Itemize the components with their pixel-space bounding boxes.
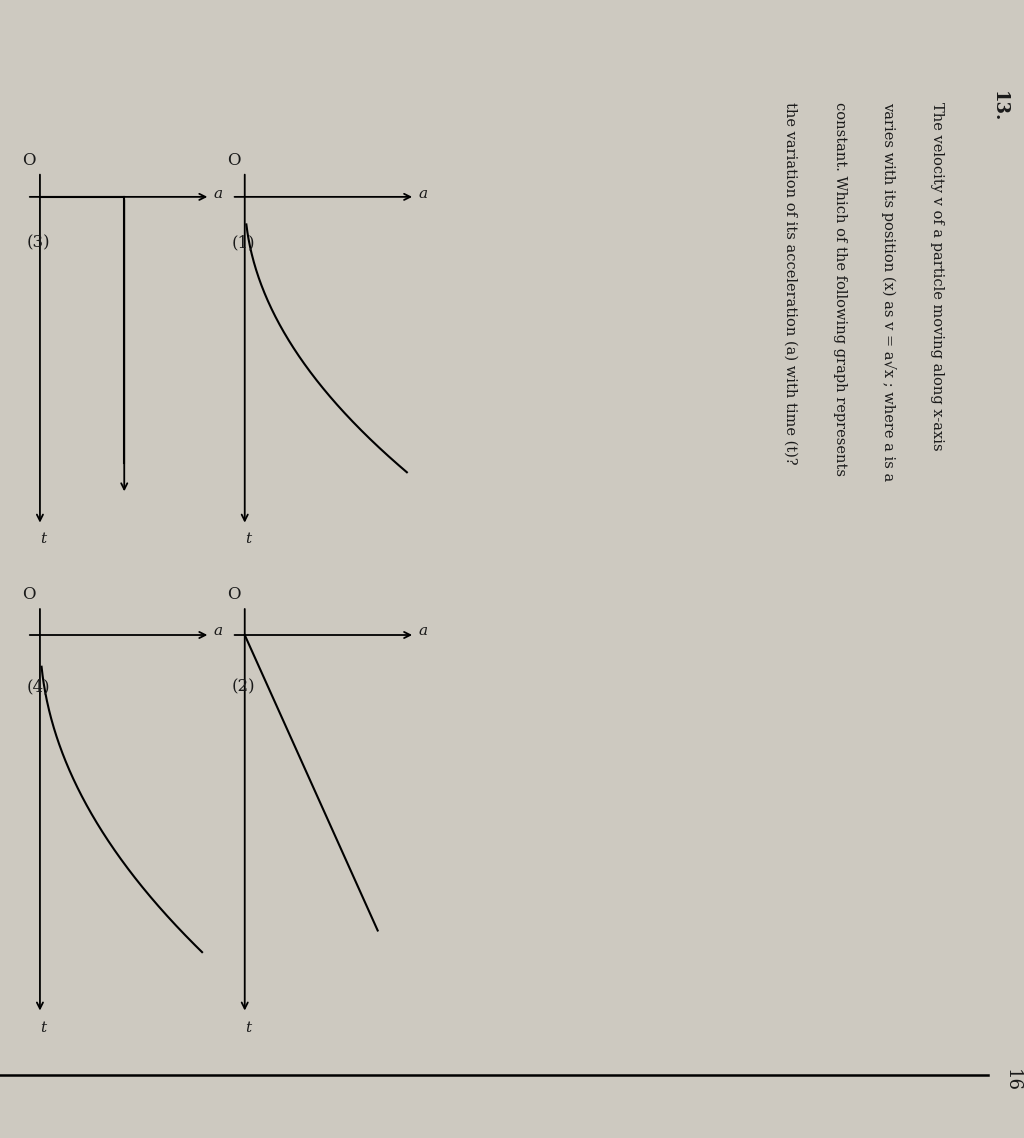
Text: constant. Which of the following graph represents: constant. Which of the following graph r… (833, 102, 847, 477)
Text: The velocity v of a particle moving along x-axis: The velocity v of a particle moving alon… (930, 102, 944, 451)
Text: t: t (40, 531, 46, 546)
Text: a: a (213, 625, 222, 638)
Text: a: a (213, 187, 222, 200)
Text: varies with its position (x) as v = a√x ; where a is a: varies with its position (x) as v = a√x … (882, 102, 896, 481)
Text: (3): (3) (27, 234, 50, 251)
Text: 13.: 13. (989, 91, 1008, 123)
Text: the variation of its acceleration (a) with time (t)?: the variation of its acceleration (a) wi… (783, 102, 798, 465)
Text: a: a (418, 625, 427, 638)
Text: t: t (245, 531, 251, 546)
Text: O: O (226, 586, 241, 603)
Text: O: O (22, 586, 36, 603)
Text: (4): (4) (27, 678, 50, 695)
Text: t: t (245, 1021, 251, 1034)
Text: (2): (2) (231, 678, 255, 695)
Text: t: t (40, 1021, 46, 1034)
Text: (1): (1) (231, 234, 255, 251)
Text: O: O (22, 151, 36, 168)
Text: 16: 16 (1002, 1070, 1021, 1092)
Text: O: O (226, 151, 241, 168)
Text: a: a (418, 187, 427, 200)
